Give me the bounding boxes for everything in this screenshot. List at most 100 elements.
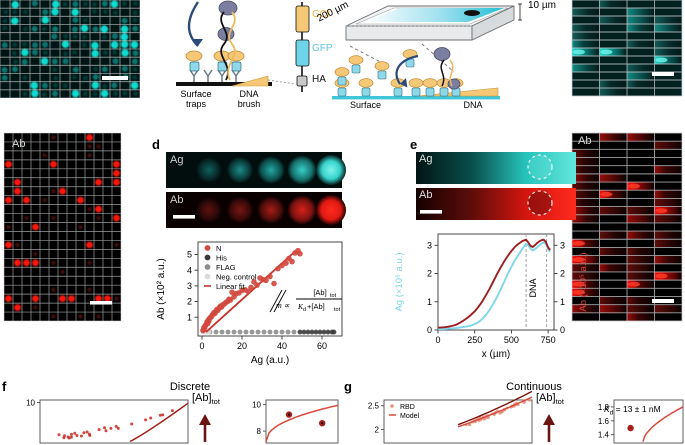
svg-text:2: 2 bbox=[375, 426, 380, 435]
panel-f-letter: f bbox=[2, 379, 7, 394]
dna-helix-icon bbox=[220, 11, 236, 81]
panel-f-chart-left-svg: 10 bbox=[26, 398, 189, 444]
panel-g-abtot-base: [Ab] bbox=[536, 392, 556, 404]
svg-text:10: 10 bbox=[252, 401, 261, 410]
svg-text:1.6: 1.6 bbox=[598, 417, 610, 426]
svg-text:0: 0 bbox=[427, 325, 432, 335]
panel-f: f Discrete 10 [Ab]tot 8 10 bbox=[0, 378, 340, 445]
spacing-label: 10 µm bbox=[528, 0, 556, 11]
flow-chamber-icon bbox=[345, 3, 522, 41]
svg-text:m ∝: m ∝ bbox=[276, 301, 290, 310]
panel-f-arrow-annotation: [Ab]tot bbox=[192, 392, 240, 444]
array-topright-svg bbox=[571, 0, 683, 97]
array-topleft-panel bbox=[0, 0, 140, 98]
schematic-right-svg bbox=[332, 3, 522, 100]
scalebar-panel-e bbox=[420, 210, 442, 214]
svg-text:40: 40 bbox=[277, 341, 287, 351]
panel-e-letter: e bbox=[410, 137, 418, 152]
dna-brush-label-left: DNA brush bbox=[226, 89, 272, 109]
panel-g-kd-annotation: Kd = 13 ± 1 nM bbox=[604, 404, 661, 417]
svg-text:10: 10 bbox=[26, 398, 35, 407]
svg-text:RBD: RBD bbox=[400, 404, 415, 411]
array-bottomleft-channel-label: Ab bbox=[12, 138, 26, 150]
kd-value: = 13 ± 1 nM bbox=[613, 404, 661, 414]
panel-d-chart-svg: 0 20 40 60 1 2 3 4 5 Ag (a.u.) Ab (×10² a.u.) NHisF… bbox=[156, 241, 343, 366]
svg-text:3: 3 bbox=[427, 240, 432, 250]
svg-text:3: 3 bbox=[560, 240, 565, 250]
dna-brush-line1: DNA bbox=[239, 89, 259, 99]
schematic-left: GOI GFP HA Surface traps DNA brush bbox=[176, 0, 333, 112]
panel-d-ab-label: Ab bbox=[170, 194, 184, 206]
svg-text:Ag (×10⁶ a.u.): Ag (×10⁶ a.u.) bbox=[394, 252, 405, 311]
svg-text:K: K bbox=[297, 302, 304, 311]
svg-text:500: 500 bbox=[504, 335, 519, 345]
scalebar-bottomright bbox=[652, 299, 674, 303]
svg-text:Ag (a.u.): Ag (a.u.) bbox=[251, 355, 289, 366]
svg-text:Ab (×10² a.u.): Ab (×10² a.u.) bbox=[156, 258, 167, 319]
panel-d-letter: d bbox=[152, 137, 160, 152]
kd-sub: d bbox=[609, 409, 614, 417]
svg-text:1.8: 1.8 bbox=[598, 403, 610, 412]
svg-text:Linear fit: Linear fit bbox=[216, 282, 246, 291]
svg-text:5: 5 bbox=[187, 250, 192, 260]
svg-text:20: 20 bbox=[237, 341, 247, 351]
panel-f-chart-right: 8 10 bbox=[244, 396, 340, 445]
panel-f-chart-right-svg: 8 10 bbox=[252, 399, 339, 444]
scalebar-topright bbox=[652, 72, 674, 76]
panel-d-ab-strip: Ab bbox=[166, 192, 346, 228]
svg-text:2: 2 bbox=[187, 297, 192, 307]
svg-text:0: 0 bbox=[199, 341, 204, 351]
svg-text:+[Ab]: +[Ab] bbox=[307, 302, 325, 311]
panel-g-chart-right-svg: 1.4 1.6 1.8 bbox=[598, 399, 684, 444]
svg-text:250: 250 bbox=[467, 335, 482, 345]
array-bottomright-panel: Ab bbox=[571, 132, 683, 322]
panel-g-arrow-annotation: [Ab]tot bbox=[536, 392, 584, 444]
svg-text:4: 4 bbox=[187, 265, 192, 275]
panel-d-ag-strip: Ag bbox=[166, 152, 346, 188]
svg-text:2: 2 bbox=[427, 269, 432, 279]
svg-text:Model: Model bbox=[400, 413, 420, 420]
panel-f-chart-left: 10 bbox=[10, 396, 190, 445]
svg-text:1: 1 bbox=[560, 297, 565, 307]
svg-text:x (µm): x (µm) bbox=[482, 349, 511, 360]
svg-text:3: 3 bbox=[187, 281, 192, 291]
svg-text:2.5: 2.5 bbox=[368, 402, 380, 411]
svg-text:1.4: 1.4 bbox=[598, 431, 610, 440]
svg-text:tot: tot bbox=[334, 307, 341, 313]
array-bottomright-channel-label: Ab bbox=[578, 135, 592, 147]
ha-label: HA bbox=[312, 74, 326, 85]
kd-symbol: K bbox=[604, 404, 610, 414]
panel-d: d Ag bbox=[152, 138, 352, 370]
panel-e-chart: 0 250 500 750 0 1 2 3 0 1 2 3 x (µm) Ag (×10⁶ a.u.) Ab… bbox=[386, 226, 602, 368]
panel-e-chart-svg: 0 250 500 750 0 1 2 3 0 1 2 3 x (µm) Ag (×10⁶ a.u.) Ab… bbox=[394, 233, 589, 360]
array-bottomright-svg bbox=[571, 132, 683, 322]
svg-text:8: 8 bbox=[257, 427, 262, 436]
panel-e: e Ag bbox=[394, 137, 610, 370]
panel-g-chart-left: 2 2.5 RBD Model bbox=[350, 390, 534, 445]
panel-g-letter: g bbox=[344, 379, 352, 394]
svg-text:Ab (×10⁵ a.u.): Ab (×10⁵ a.u.) bbox=[578, 252, 589, 311]
surface-label-right: Surface bbox=[350, 100, 382, 110]
array-bottomleft-panel: Ab bbox=[3, 132, 122, 322]
panel-e-ag-strip: Ag bbox=[416, 152, 576, 184]
construct-diagram bbox=[267, 2, 310, 92]
panel-e-ab-strip: Ab bbox=[416, 188, 576, 220]
schematic-left-svg bbox=[176, 0, 310, 92]
panel-g: g Continuous 2 2.5 RBD Model [Ab]tot 1.4 1.6… bbox=[342, 378, 685, 445]
panel-e-ab-label: Ab bbox=[419, 189, 433, 201]
svg-text:d: d bbox=[303, 307, 306, 313]
panel-d-chart: 0 20 40 60 1 2 3 4 5 Ag (a.u.) Ab (×10² a.u.) N His F… bbox=[152, 232, 348, 370]
svg-text:2: 2 bbox=[560, 269, 565, 279]
surface-traps-line1: Surface bbox=[180, 89, 212, 99]
surface-traps-line2: traps bbox=[185, 99, 206, 109]
dna-brush-right-line1: DNA bbox=[463, 100, 483, 110]
svg-text:[Ab]: [Ab] bbox=[313, 288, 326, 297]
svg-text:0: 0 bbox=[435, 335, 440, 345]
panel-g-section-title: Continuous bbox=[506, 381, 562, 393]
scalebar-bottomleft bbox=[90, 301, 112, 305]
panel-f-abtot-label: [Ab]tot bbox=[192, 392, 220, 406]
scalebar-topleft bbox=[102, 76, 128, 80]
svg-text:His: His bbox=[216, 254, 227, 263]
array-topleft-svg bbox=[0, 0, 140, 98]
dna-brush-label-right: DNA bbox=[450, 100, 496, 110]
